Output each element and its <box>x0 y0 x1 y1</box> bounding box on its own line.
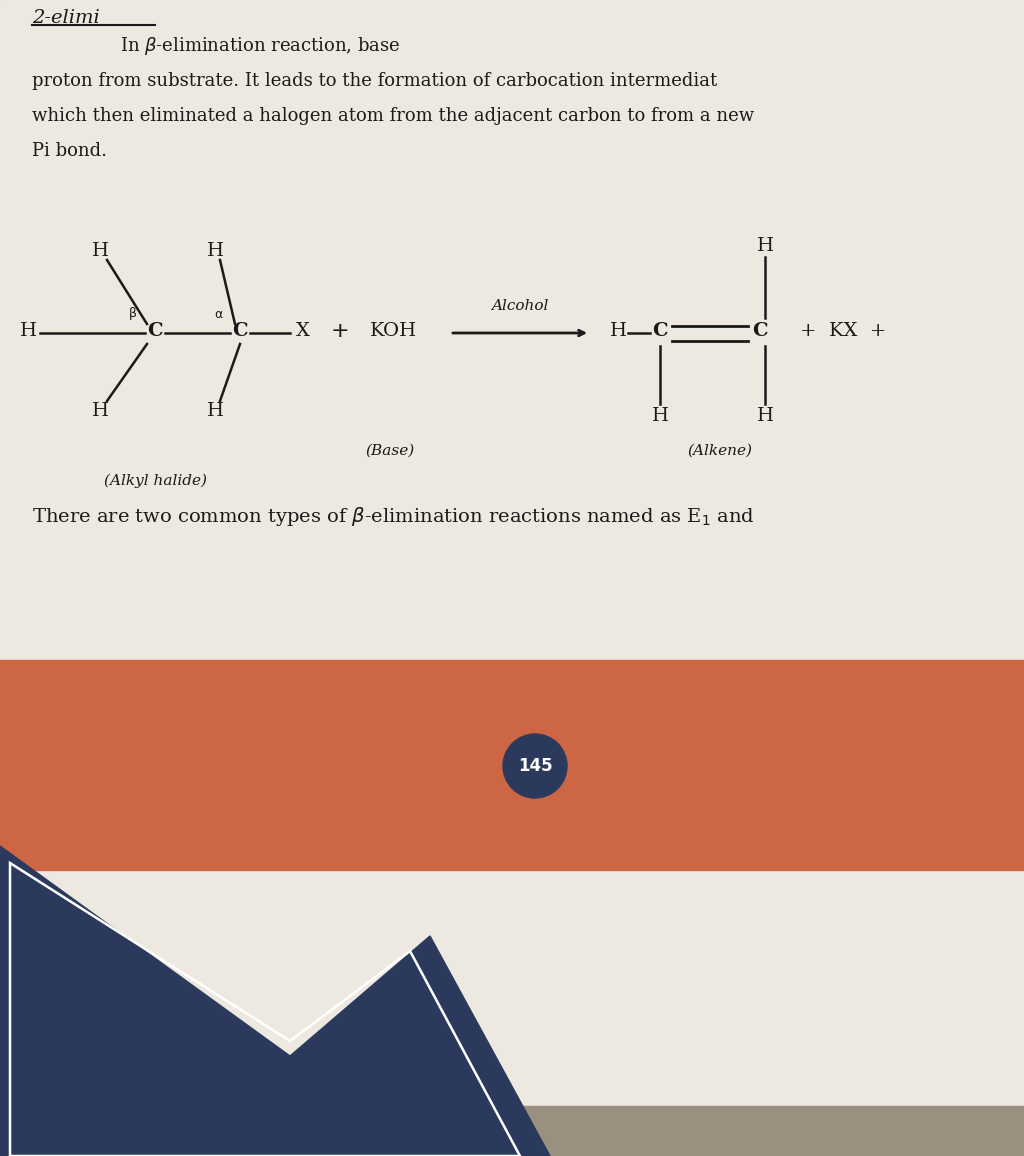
Text: In $\beta$-elimination reaction, base: In $\beta$-elimination reaction, base <box>120 35 400 57</box>
Text: β: β <box>129 307 137 320</box>
Text: X: X <box>296 323 310 340</box>
Text: α: α <box>214 307 222 320</box>
Polygon shape <box>0 846 550 1156</box>
Text: C: C <box>753 323 768 340</box>
Text: H: H <box>610 323 627 340</box>
Text: Pi bond.: Pi bond. <box>32 142 106 160</box>
Text: H: H <box>91 242 109 260</box>
Text: H: H <box>757 237 773 255</box>
Text: which then eliminated a halogen atom from the adjacent carbon to from a new: which then eliminated a halogen atom fro… <box>32 108 754 125</box>
Text: C: C <box>652 323 668 340</box>
Bar <box>0 1106 1024 1156</box>
Text: 145: 145 <box>518 757 552 775</box>
Text: 2-elimi: 2-elimi <box>32 9 99 27</box>
Text: C: C <box>232 323 248 340</box>
Text: (Alkyl halide): (Alkyl halide) <box>103 474 207 488</box>
Text: (Base): (Base) <box>366 444 415 458</box>
Text: H: H <box>757 407 773 425</box>
Bar <box>0 660 1024 870</box>
Text: proton from substrate. It leads to the formation of carbocation intermediat: proton from substrate. It leads to the f… <box>32 72 717 90</box>
Text: H: H <box>20 323 37 340</box>
Text: +  KX  +: + KX + <box>800 323 887 340</box>
Text: C: C <box>147 323 163 340</box>
Text: H: H <box>651 407 669 425</box>
Text: H: H <box>91 402 109 420</box>
Text: +: + <box>331 321 349 341</box>
Text: Alcohol: Alcohol <box>492 299 549 313</box>
Text: There are two common types of $\beta$-elimination reactions named as E$_1$ and: There are two common types of $\beta$-el… <box>32 504 755 527</box>
Text: H: H <box>207 242 223 260</box>
Circle shape <box>503 734 567 798</box>
Text: (Alkene): (Alkene) <box>687 444 753 458</box>
Text: H: H <box>207 402 223 420</box>
Text: KOH: KOH <box>370 323 417 340</box>
